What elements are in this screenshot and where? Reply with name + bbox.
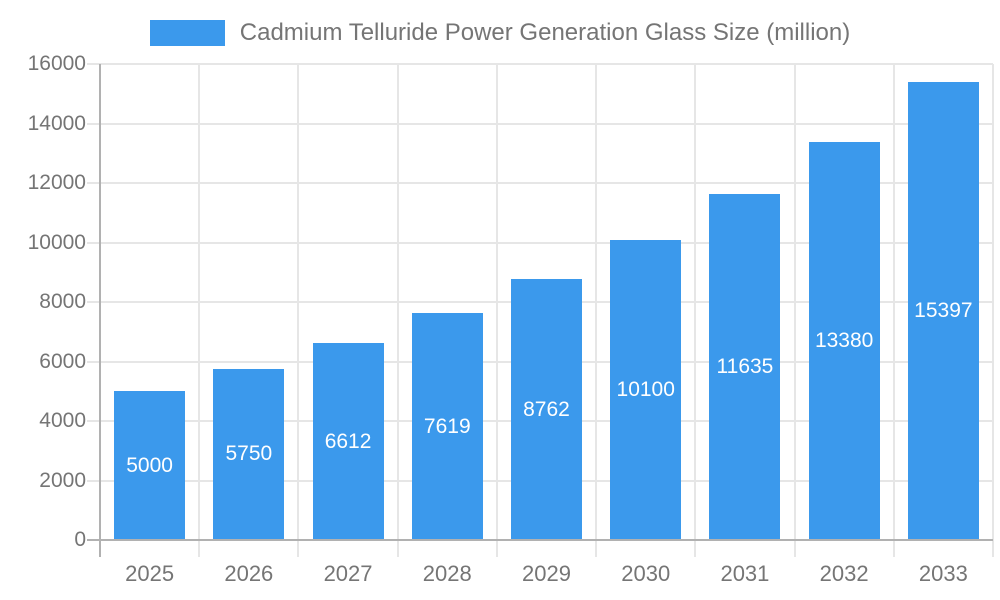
y-tick-label: 10000 — [27, 230, 86, 254]
legend-swatch — [149, 20, 225, 46]
bar — [907, 81, 979, 540]
bar — [411, 313, 483, 540]
x-tick-label: 2029 — [522, 561, 571, 586]
bar-value-label: 11635 — [716, 354, 774, 378]
bar — [808, 141, 880, 540]
x-gridline — [297, 64, 300, 557]
x-gridline — [992, 64, 994, 557]
y-gridline — [87, 241, 993, 244]
bar — [114, 391, 186, 540]
x-tick-label: 2033 — [918, 561, 968, 586]
y-gridline — [87, 63, 993, 65]
y-tick-label: 6000 — [39, 349, 86, 373]
bar — [610, 239, 682, 540]
bar-value-label: 5750 — [225, 442, 273, 466]
legend-label: Cadmium Telluride Power Generation Glass… — [239, 19, 851, 46]
x-tick-label: 2030 — [621, 561, 671, 586]
y-tick-label: 12000 — [27, 171, 86, 194]
y-tick-label: 14000 — [27, 111, 86, 135]
y-tick-label: 8000 — [39, 290, 86, 313]
x-tick-label: 2025 — [125, 561, 175, 586]
x-tick-label: 2027 — [323, 561, 373, 586]
y-tick-label: 0 — [74, 528, 86, 551]
y-tick-label: 2000 — [39, 468, 86, 492]
x-gridline — [892, 64, 895, 557]
bar — [213, 368, 285, 540]
y-gridline — [87, 182, 993, 184]
x-tick-label: 2031 — [720, 561, 770, 586]
bar-value-label: 5000 — [126, 453, 173, 477]
x-tick-label: 2026 — [224, 561, 274, 586]
bar — [709, 193, 781, 540]
x-gridline — [495, 64, 498, 557]
x-tick-label: 2028 — [422, 561, 472, 586]
bar-value-label: 6612 — [324, 429, 372, 453]
legend: Cadmium Telluride Power Generation Glass… — [0, 17, 1000, 49]
x-axis-line — [87, 539, 993, 541]
x-gridline — [595, 64, 598, 557]
x-tick-label: 2032 — [819, 561, 869, 586]
bar-value-label: 15397 — [914, 298, 973, 322]
bar-value-label: 7619 — [423, 414, 471, 438]
x-gridline — [793, 64, 796, 557]
bar-value-label: 13380 — [814, 328, 874, 352]
y-tick-label: 16000 — [27, 52, 86, 75]
x-gridline — [396, 64, 399, 557]
bar-value-label: 8762 — [523, 397, 570, 421]
x-gridline — [694, 64, 697, 557]
bar — [312, 343, 384, 540]
y-tick-label: 4000 — [39, 409, 86, 432]
y-gridline — [87, 122, 993, 125]
bar-value-label: 10100 — [616, 377, 675, 401]
bar — [511, 279, 582, 540]
x-gridline — [198, 64, 201, 557]
y-axis-line — [99, 64, 101, 557]
